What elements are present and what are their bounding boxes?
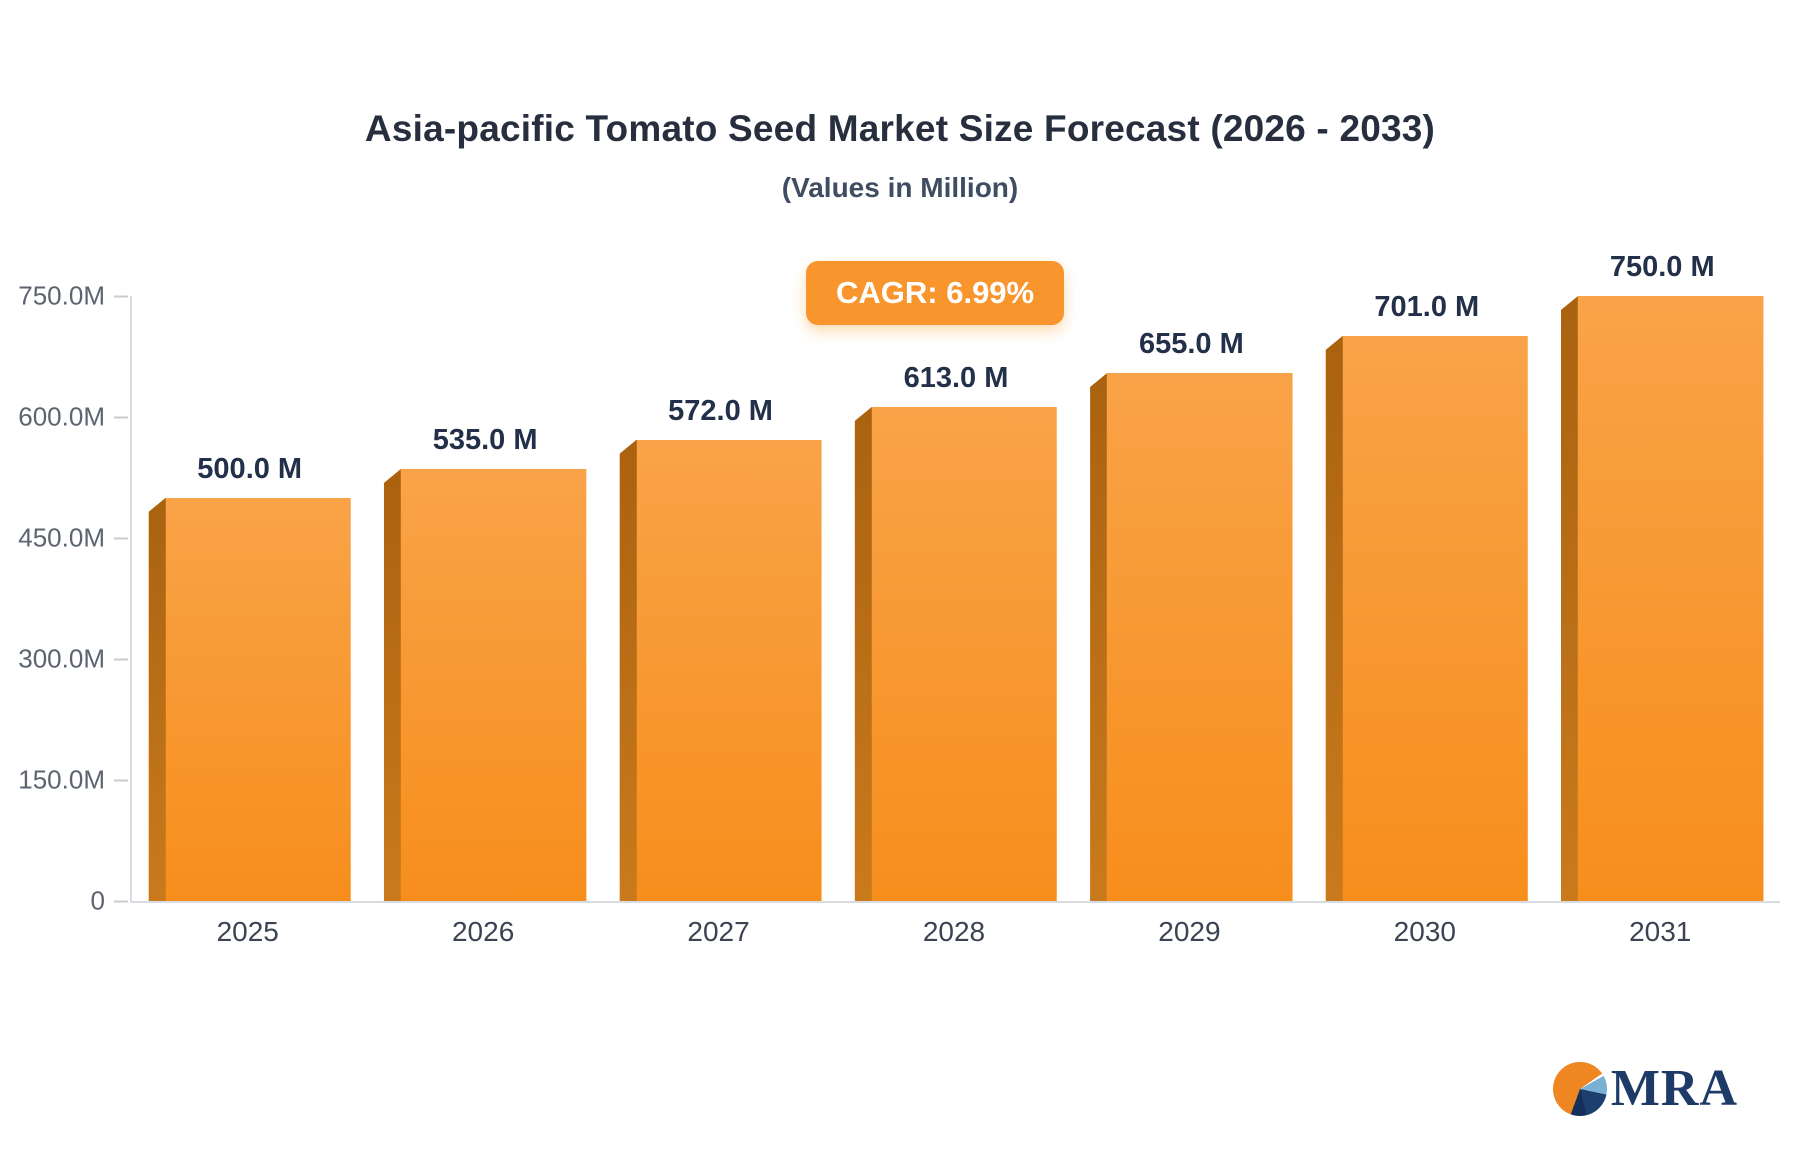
y-tick: 750.0M [18, 281, 128, 312]
y-tick-label: 0 [90, 885, 105, 916]
y-tick-label: 450.0M [18, 522, 105, 553]
bar-slot: 500.0 M [132, 296, 367, 901]
y-tick-dash [114, 416, 128, 418]
bar-value-label: 750.0 M [1609, 251, 1715, 283]
y-tick: 600.0M [18, 402, 128, 433]
bar [148, 498, 351, 901]
x-axis-label: 2029 [1158, 916, 1221, 947]
x-axis: 2025 2026 2027 2028 2029 2030 2031 [130, 916, 1778, 948]
bar [1090, 373, 1293, 901]
bar-series: 500.0 M 535.0 M 572.0 M 613.0 M 655.0 M 701.0… [132, 251, 1780, 901]
y-tick: 450.0M [18, 523, 128, 554]
bar-slot: 750.0 M [1545, 251, 1780, 901]
bar-slot: 701.0 M [1309, 291, 1544, 901]
bar [1325, 336, 1529, 901]
chart-title: Asia-pacific Tomato Seed Market Size For… [364, 108, 1436, 149]
y-tick-dash [114, 779, 128, 781]
plot-area: 500.0 M 535.0 M 572.0 M 613.0 M 655.0 M 701.0… [130, 251, 1780, 903]
y-axis: 750.0M 600.0M 450.0M 300.0M 150.0M 0 [0, 281, 128, 916]
x-axis-label: 2030 [1393, 916, 1456, 947]
x-axis-label: 2027 [687, 916, 750, 947]
logo: MRA [1552, 1059, 1738, 1118]
cagr-badge: CAGR: 6.99% [806, 261, 1065, 325]
logo-text: MRA [1610, 1060, 1738, 1117]
bar-slot: 535.0 M [367, 296, 602, 901]
y-tick-dash [114, 658, 128, 660]
bar [383, 469, 587, 901]
y-tick: 300.0M [18, 644, 128, 675]
y-tick-label: 600.0M [18, 401, 105, 432]
bar-value-label: 535.0 M [432, 424, 538, 456]
bar-value-label: 500.0 M [197, 453, 303, 485]
bar [619, 440, 822, 901]
bar-value-label: 655.0 M [1138, 328, 1244, 360]
x-axis-label: 2028 [922, 916, 986, 947]
bar-slot: 655.0 M [1074, 296, 1309, 901]
y-tick-label: 300.0M [18, 643, 105, 674]
bar-value-label: 572.0 M [668, 395, 773, 427]
y-tick-dash [114, 537, 128, 539]
x-axis-label: 2031 [1629, 916, 1692, 947]
chart-subtitle: (Values in Million) [781, 172, 1019, 203]
x-axis-label: 2025 [216, 916, 279, 947]
x-axis-label: 2026 [451, 916, 515, 947]
bar [854, 407, 1058, 901]
y-tick: 0 [91, 886, 128, 917]
bar [1561, 296, 1764, 901]
y-tick-label: 750.0M [18, 280, 105, 311]
bar-value-label: 701.0 M [1374, 291, 1480, 323]
bar-value-label: 613.0 M [903, 362, 1009, 394]
bar-slot: 572.0 M [603, 296, 838, 901]
y-tick: 150.0M [18, 765, 128, 796]
y-tick-dash [114, 900, 128, 902]
y-tick-label: 150.0M [18, 764, 105, 795]
bar-slot: 613.0 M [838, 296, 1073, 901]
logo-pie-icon [1552, 1061, 1607, 1116]
y-tick-dash [114, 295, 128, 297]
